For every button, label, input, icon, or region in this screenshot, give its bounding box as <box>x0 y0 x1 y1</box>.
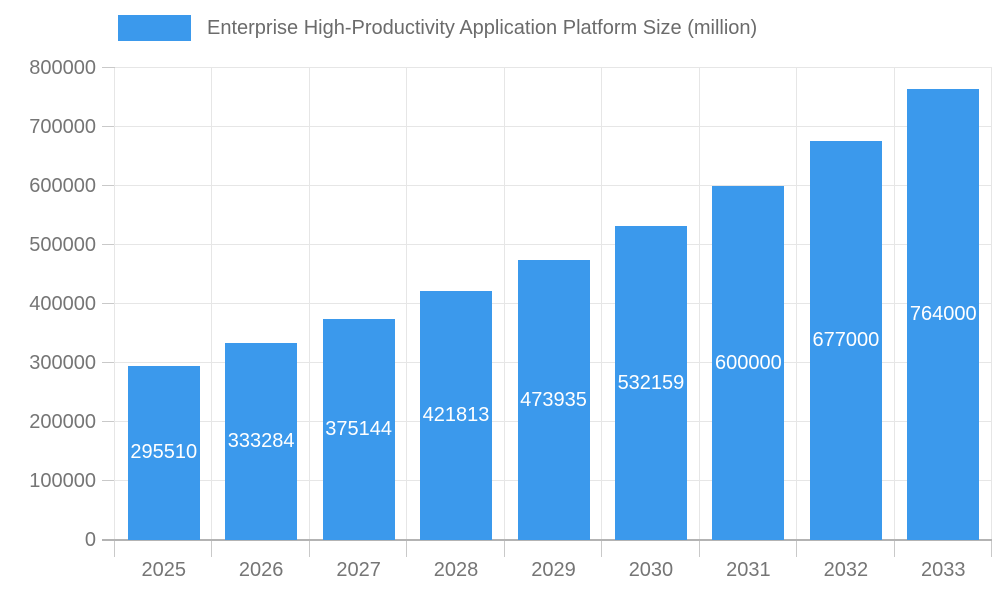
gridline-x <box>114 68 115 540</box>
x-axis-tick-label: 2031 <box>726 559 771 581</box>
bar-2025: 295510 <box>127 365 200 540</box>
bar-value-label: 677000 <box>812 328 880 351</box>
gridline-y <box>115 185 992 186</box>
tick-mark-x <box>406 540 408 557</box>
tick-mark-x <box>893 540 895 557</box>
x-axis-tick-label: 2028 <box>433 559 479 581</box>
bar-2027: 375144 <box>322 318 395 540</box>
bar-2029: 473935 <box>517 260 590 540</box>
gridline-x <box>503 68 505 540</box>
bar-2028: 421813 <box>420 291 493 540</box>
x-axis-line <box>102 539 992 541</box>
bar-2032: 677000 <box>809 140 882 540</box>
tick-mark-y <box>102 67 115 68</box>
y-axis-tick-label: 200000 <box>29 411 96 433</box>
y-axis-tick-label: 400000 <box>29 293 96 315</box>
y-axis-tick-label: 500000 <box>29 234 96 256</box>
bar-value-label: 295510 <box>130 441 198 464</box>
bar-value-label: 375144 <box>325 417 392 440</box>
bar-2026: 333284 <box>225 343 298 540</box>
gridline-x <box>308 68 310 540</box>
tick-mark-x <box>698 540 700 557</box>
gridline-x <box>893 68 895 540</box>
tick-mark-y <box>102 421 115 422</box>
tick-mark-y <box>102 244 115 245</box>
y-axis-tick-label: 300000 <box>29 352 96 374</box>
bar-2031: 600000 <box>712 186 785 540</box>
bar-2030: 532159 <box>614 226 687 540</box>
x-axis-tick-label: 2032 <box>823 559 869 581</box>
bar-value-label: 421813 <box>422 404 490 427</box>
gridline-x <box>698 68 700 540</box>
x-axis-tick-label: 2025 <box>141 559 186 581</box>
gridline-x <box>991 68 992 540</box>
bar-value-label: 473935 <box>520 388 587 411</box>
gridline-y <box>115 244 992 245</box>
tick-mark-x <box>503 540 505 557</box>
tick-mark-x <box>601 540 603 557</box>
gridline-x <box>601 68 603 540</box>
tick-mark-x <box>211 540 213 557</box>
y-axis-tick-label: 0 <box>84 529 96 551</box>
tick-mark-y <box>102 126 115 127</box>
tick-mark-x <box>796 540 798 557</box>
tick-mark-x <box>991 540 992 557</box>
bar-value-label: 333284 <box>227 430 295 453</box>
bar-value-label: 532159 <box>617 371 685 394</box>
tick-mark-y <box>102 480 115 481</box>
y-axis-tick-label: 100000 <box>29 470 96 492</box>
tick-mark-y <box>102 185 115 186</box>
gridline-x <box>796 68 798 540</box>
x-axis-tick-label: 2026 <box>238 559 284 581</box>
x-axis-tick-label: 2033 <box>921 559 966 581</box>
y-axis-tick-label: 700000 <box>29 116 96 138</box>
gridline-y <box>115 126 992 127</box>
legend-swatch <box>118 15 191 41</box>
tick-mark-x <box>308 540 310 557</box>
gridline-y <box>115 67 992 68</box>
bar-value-label: 764000 <box>909 303 977 326</box>
x-axis-tick-label: 2029 <box>531 559 576 581</box>
y-axis-tick-label: 600000 <box>29 175 96 197</box>
tick-mark-x <box>114 540 115 557</box>
tick-mark-y <box>102 362 115 363</box>
x-axis-tick-label: 2030 <box>628 559 674 581</box>
legend-label: Enterprise High-Productivity Application… <box>207 16 758 39</box>
bar-2033: 764000 <box>907 89 980 540</box>
y-axis-tick-label: 800000 <box>29 57 96 79</box>
gridline-x <box>406 68 408 540</box>
x-axis-tick-label: 2027 <box>336 559 381 581</box>
legend-item[interactable]: Enterprise High-Productivity Application… <box>118 15 757 41</box>
tick-mark-y <box>102 303 115 304</box>
bar-value-label: 600000 <box>715 351 782 374</box>
gridline-x <box>211 68 213 540</box>
